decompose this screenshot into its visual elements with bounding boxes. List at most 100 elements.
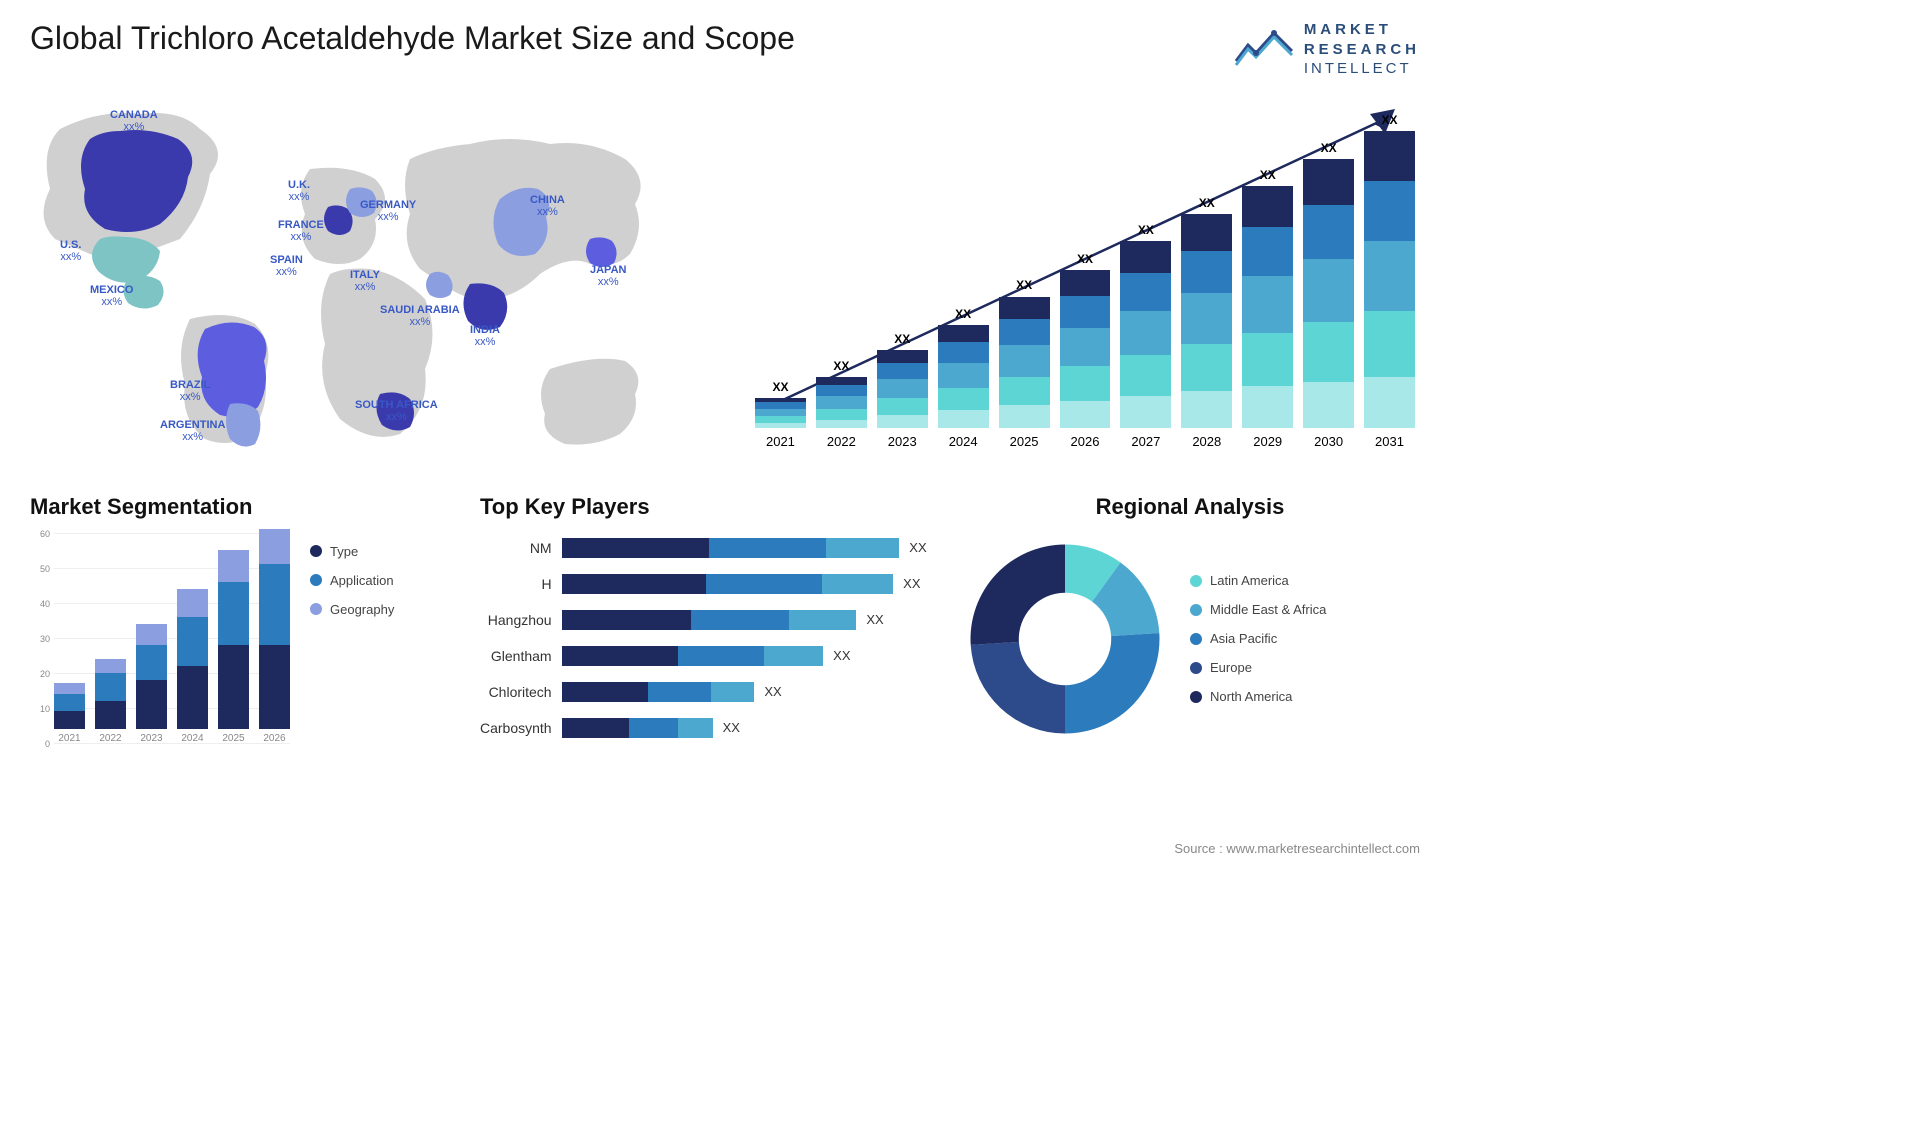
legend-dot-icon — [310, 545, 322, 557]
logo-line2: RESEARCH — [1304, 40, 1420, 60]
bar-segment — [629, 718, 678, 738]
bar-value-label: XX — [833, 359, 849, 373]
logo-line3: INTELLECT — [1304, 59, 1420, 79]
bar-segment — [1364, 181, 1415, 241]
logo-icon — [1234, 27, 1294, 72]
legend-item: Europe — [1190, 660, 1326, 675]
bar-segment — [1181, 214, 1232, 250]
bar-segment — [1181, 293, 1232, 344]
bar-segment — [789, 610, 857, 630]
bar-segment — [218, 645, 249, 729]
player-label: Glentham — [480, 646, 552, 666]
player-value: XX — [903, 576, 920, 591]
year-label: 2021 — [58, 733, 80, 744]
year-label: 2027 — [1131, 434, 1160, 449]
bar-segment — [177, 589, 208, 617]
legend-item: Asia Pacific — [1190, 631, 1326, 646]
regional-donut-chart — [960, 534, 1170, 744]
main-bar-2029: XX2029 — [1242, 168, 1293, 449]
segmentation-chart: 0102030405060 202120222023202420252026 — [30, 534, 290, 764]
bar-segment — [755, 423, 806, 428]
bar-segment — [706, 574, 821, 594]
y-tick: 10 — [40, 704, 50, 714]
player-label: NM — [480, 538, 552, 558]
bar-segment — [562, 610, 691, 630]
legend-label: North America — [1210, 689, 1292, 704]
page-title: Global Trichloro Acetaldehyde Market Siz… — [30, 20, 795, 57]
player-value: XX — [723, 720, 740, 735]
legend-label: Type — [330, 544, 358, 559]
bar-segment — [1181, 344, 1232, 391]
main-bar-2025: XX2025 — [999, 278, 1050, 448]
main-bar-2030: XX2030 — [1303, 141, 1354, 448]
year-label: 2023 — [140, 733, 162, 744]
bar-segment — [95, 659, 126, 673]
year-label: 2025 — [1010, 434, 1039, 449]
bar-segment — [218, 582, 249, 645]
bar-segment — [648, 682, 712, 702]
bar-segment — [999, 297, 1050, 319]
player-bar-row: XX — [562, 646, 930, 666]
bar-segment — [816, 385, 867, 396]
bar-segment — [562, 574, 707, 594]
year-label: 2026 — [263, 733, 285, 744]
bar-segment — [938, 410, 989, 427]
bar-segment — [54, 694, 85, 712]
year-label: 2025 — [222, 733, 244, 744]
bar-segment — [816, 396, 867, 409]
map-label-brazil: BRAZILxx% — [170, 379, 210, 403]
y-tick: 50 — [40, 564, 50, 574]
seg-bar-2021: 2021 — [54, 683, 85, 744]
bar-segment — [877, 415, 928, 428]
bar-segment — [938, 363, 989, 388]
bar-segment — [816, 420, 867, 428]
bar-segment — [136, 680, 167, 729]
players-section: Top Key Players NMHHangzhouGlenthamChlor… — [480, 494, 930, 764]
map-label-italy: ITALYxx% — [350, 269, 380, 293]
bar-segment — [877, 350, 928, 363]
seg-bar-2026: 2026 — [259, 529, 290, 744]
year-label: 2024 — [181, 733, 203, 744]
map-label-france: FRANCExx% — [278, 219, 324, 243]
y-tick: 0 — [45, 739, 50, 749]
main-bar-2021: XX2021 — [755, 380, 806, 449]
legend-label: Middle East & Africa — [1210, 602, 1326, 617]
players-title: Top Key Players — [480, 494, 930, 520]
player-label: Hangzhou — [480, 610, 552, 630]
bar-segment — [1060, 401, 1111, 428]
bar-segment — [95, 673, 126, 701]
bar-value-label: XX — [955, 307, 971, 321]
seg-bar-2023: 2023 — [136, 624, 167, 744]
player-bar-row: XX — [562, 718, 930, 738]
bar-segment — [709, 538, 826, 558]
segmentation-legend: TypeApplicationGeography — [310, 544, 394, 764]
bar-segment — [1060, 366, 1111, 401]
bar-segment — [136, 645, 167, 680]
bar-segment — [755, 409, 806, 417]
bar-segment — [95, 701, 126, 729]
bar-segment — [1303, 159, 1354, 205]
bar-segment — [177, 617, 208, 666]
donut-segment — [971, 641, 1065, 733]
legend-item: Middle East & Africa — [1190, 602, 1326, 617]
year-label: 2030 — [1314, 434, 1343, 449]
bar-value-label: XX — [1138, 223, 1154, 237]
seg-bar-2022: 2022 — [95, 659, 126, 744]
bar-segment — [1120, 355, 1171, 396]
bar-segment — [1242, 227, 1293, 276]
bar-segment — [1364, 311, 1415, 377]
seg-bar-2025: 2025 — [218, 550, 249, 744]
bar-segment — [678, 718, 712, 738]
source-footer: Source : www.marketresearchintellect.com — [1174, 841, 1420, 856]
bar-segment — [691, 610, 789, 630]
player-bar-row: XX — [562, 682, 930, 702]
legend-dot-icon — [1190, 662, 1202, 674]
player-value: XX — [833, 648, 850, 663]
bar-segment — [1120, 241, 1171, 273]
player-bar-row: XX — [562, 610, 930, 630]
bar-segment — [1303, 322, 1354, 382]
player-bar-row: XX — [562, 574, 930, 594]
legend-dot-icon — [1190, 691, 1202, 703]
bar-segment — [1242, 386, 1293, 427]
map-label-mexico: MEXICOxx% — [90, 284, 133, 308]
